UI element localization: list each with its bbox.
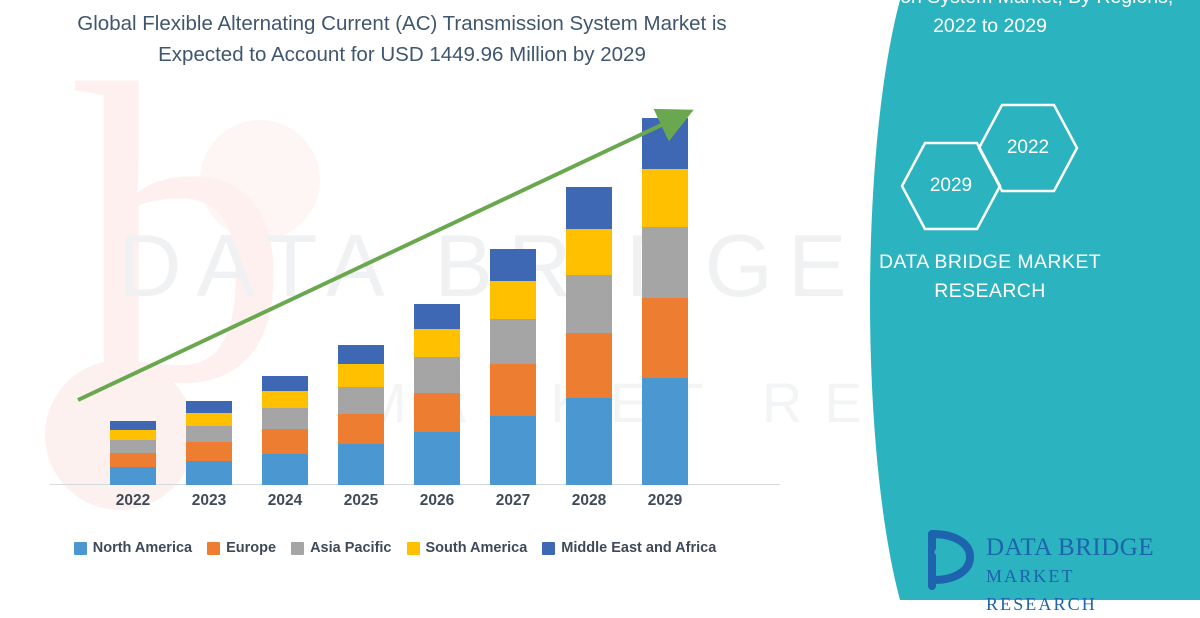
right-panel-brand-line1: DATA BRIDGE MARKET <box>878 251 1102 273</box>
legend-item[interactable]: South America <box>406 540 528 556</box>
bar-segment <box>338 386 384 415</box>
logo-text: DATA BRIDGE MARKET RESEARCH <box>986 534 1182 618</box>
logo-text-line2: MARKET RESEARCH <box>986 566 1097 614</box>
bar-segment <box>642 118 688 169</box>
x-axis-tick-label: 2023 <box>191 492 227 509</box>
bar-segment <box>414 329 460 358</box>
legend-label: Asia Pacific <box>310 540 392 556</box>
bar-column <box>186 400 232 485</box>
bar-segment <box>414 432 460 485</box>
chart-legend: North America Europe Asia Pacific South Ame… <box>0 540 790 556</box>
bar-segment <box>338 364 384 387</box>
x-axis-tick-label: 2026 <box>419 492 455 509</box>
bar-segment <box>338 414 384 445</box>
legend-label: Europe <box>226 540 277 556</box>
legend-item[interactable]: Asia Pacific <box>291 540 392 556</box>
hex-badge-2022-label: 2022 <box>1006 137 1050 158</box>
hex-badge-2029: 2029 <box>899 140 1003 232</box>
bar-segment <box>110 430 156 441</box>
legend-swatch <box>542 541 556 555</box>
stacked-bar-chart: 2022 2023 2024 2025 2026 2027 2028 2029 <box>0 100 800 509</box>
bar-segment <box>566 187 612 229</box>
hex-badge-2029-label: 2029 <box>929 175 973 196</box>
legend-label: North America <box>92 540 193 556</box>
bar-segment <box>110 421 156 431</box>
bar-segment <box>566 333 612 398</box>
hex-badge-2022: 2022 <box>976 102 1080 194</box>
bar-column <box>566 187 612 485</box>
company-logo: DATA BRIDGE MARKET RESEARCH <box>922 528 1182 614</box>
bar-segment <box>642 377 688 485</box>
legend-item[interactable]: Europe <box>207 540 276 556</box>
bar-column <box>110 421 156 485</box>
bar-segment <box>414 357 460 393</box>
hex-badges: 2029 2022 <box>780 103 1200 231</box>
x-axis-tick-label: 2029 <box>647 492 683 509</box>
bar-segment <box>566 275 612 334</box>
bar-column <box>338 345 384 485</box>
legend-label: South America <box>425 540 528 556</box>
x-axis-tick-label: 2022 <box>115 492 151 509</box>
bar-segment <box>642 168 688 227</box>
legend-label: Middle East and Africa <box>561 540 717 556</box>
x-axis-tick-label: 2024 <box>267 492 303 509</box>
x-axis-tick-label: 2025 <box>343 492 379 509</box>
bar-segment <box>642 297 688 378</box>
teal-panel-shape <box>870 0 1200 600</box>
chart-plot-area: 2022 2023 2024 2025 2026 2027 2028 2029 <box>60 100 780 509</box>
right-panel-brand: DATA BRIDGE MARKET RESEARCH <box>780 248 1200 306</box>
bar-column <box>414 303 460 485</box>
x-axis-tick-label: 2027 <box>495 492 531 509</box>
bar-segment <box>186 460 232 485</box>
legend-swatch <box>73 541 87 555</box>
bar-segment <box>110 440 156 453</box>
legend-item[interactable]: Middle East and Africa <box>542 540 716 556</box>
right-info-panel: Global Flexible Alternating Current (AC)… <box>780 0 1200 600</box>
bar-column <box>642 118 688 485</box>
bar-segment <box>490 318 536 365</box>
bar-segment <box>642 226 688 298</box>
bar-column <box>262 375 308 485</box>
bar-segment <box>110 452 156 467</box>
right-panel-brand-line2: RESEARCH <box>934 280 1046 302</box>
legend-swatch <box>406 541 420 555</box>
bar-segment <box>490 364 536 417</box>
bar-segment <box>262 390 308 409</box>
legend-item[interactable]: North America <box>73 540 193 556</box>
bar-segment <box>262 408 308 430</box>
bar-segment <box>490 281 536 319</box>
bar-segment <box>414 303 460 330</box>
bar-segment <box>262 453 308 485</box>
bar-segment <box>338 444 384 485</box>
legend-swatch <box>291 541 305 555</box>
bar-segment <box>566 397 612 485</box>
bar-segment <box>566 228 612 276</box>
bar-segment <box>490 416 536 485</box>
bar-segment <box>490 248 536 282</box>
bar-segment <box>186 442 232 461</box>
bar-segment <box>338 345 384 365</box>
legend-swatch <box>207 541 221 555</box>
bar-column <box>490 248 536 485</box>
right-panel-title: Global Flexible Alternating Current (AC)… <box>807 0 1174 37</box>
logo-mark-icon <box>928 530 975 590</box>
bar-segment <box>262 375 308 391</box>
page-title: Global Flexible Alternating Current (AC)… <box>77 12 727 66</box>
x-axis-tick-label: 2028 <box>571 492 607 509</box>
bar-segment <box>414 392 460 433</box>
bar-segment <box>262 429 308 454</box>
bar-segment <box>186 426 232 443</box>
bar-segment <box>186 413 232 427</box>
bar-segment <box>110 466 156 485</box>
bar-segment <box>186 400 232 414</box>
logo-text-line1: DATA BRIDGE <box>986 534 1155 561</box>
